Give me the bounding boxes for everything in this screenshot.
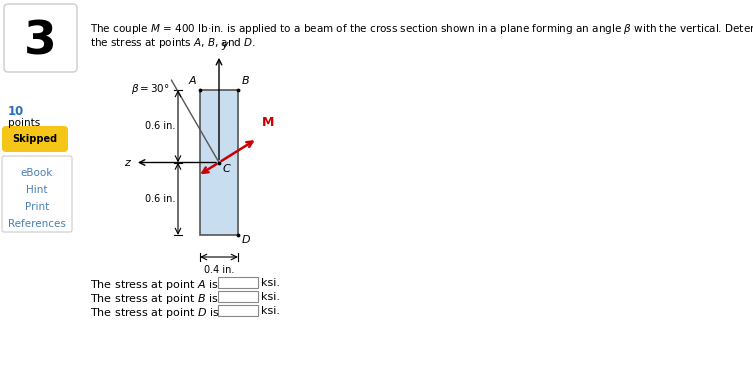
Bar: [218, 277, 258, 288]
FancyBboxPatch shape: [2, 126, 68, 152]
Text: B: B: [242, 76, 250, 86]
Text: y: y: [221, 40, 227, 50]
Text: 10: 10: [8, 105, 24, 118]
Text: The stress at point $B$ is: The stress at point $B$ is: [90, 292, 219, 306]
Text: points: points: [8, 118, 40, 128]
Text: ksi.: ksi.: [261, 292, 280, 302]
Text: 0.6 in.: 0.6 in.: [145, 194, 175, 204]
Text: eBook: eBook: [21, 168, 53, 178]
Bar: [218, 291, 258, 302]
Text: Skipped: Skipped: [13, 134, 57, 144]
FancyBboxPatch shape: [2, 156, 72, 232]
Text: D: D: [242, 235, 251, 245]
Text: References: References: [8, 219, 66, 229]
Text: 0.4 in.: 0.4 in.: [204, 265, 234, 275]
Text: The couple $M$ = 400 lb·in. is applied to a beam of the cross section shown in a: The couple $M$ = 400 lb·in. is applied t…: [90, 22, 753, 36]
Text: 0.6 in.: 0.6 in.: [145, 121, 175, 131]
Text: ksi.: ksi.: [261, 278, 280, 288]
Text: The stress at point $A$ is: The stress at point $A$ is: [90, 278, 219, 292]
FancyBboxPatch shape: [4, 4, 77, 72]
Text: the stress at points $A$, $B$, and $D$.: the stress at points $A$, $B$, and $D$.: [90, 36, 256, 50]
Text: $\mathbf{M}$: $\mathbf{M}$: [261, 116, 274, 129]
Text: The stress at point $D$ is: The stress at point $D$ is: [90, 306, 220, 320]
Text: z: z: [124, 157, 130, 167]
Text: C: C: [223, 164, 230, 174]
Bar: [200, 90, 238, 235]
Text: $\beta = 30°$: $\beta = 30°$: [131, 82, 169, 96]
Text: Hint: Hint: [26, 185, 47, 195]
Text: Print: Print: [25, 202, 49, 212]
Text: A: A: [188, 76, 196, 86]
Text: ksi.: ksi.: [261, 306, 280, 316]
Text: 3: 3: [23, 20, 56, 65]
Bar: [218, 305, 258, 316]
